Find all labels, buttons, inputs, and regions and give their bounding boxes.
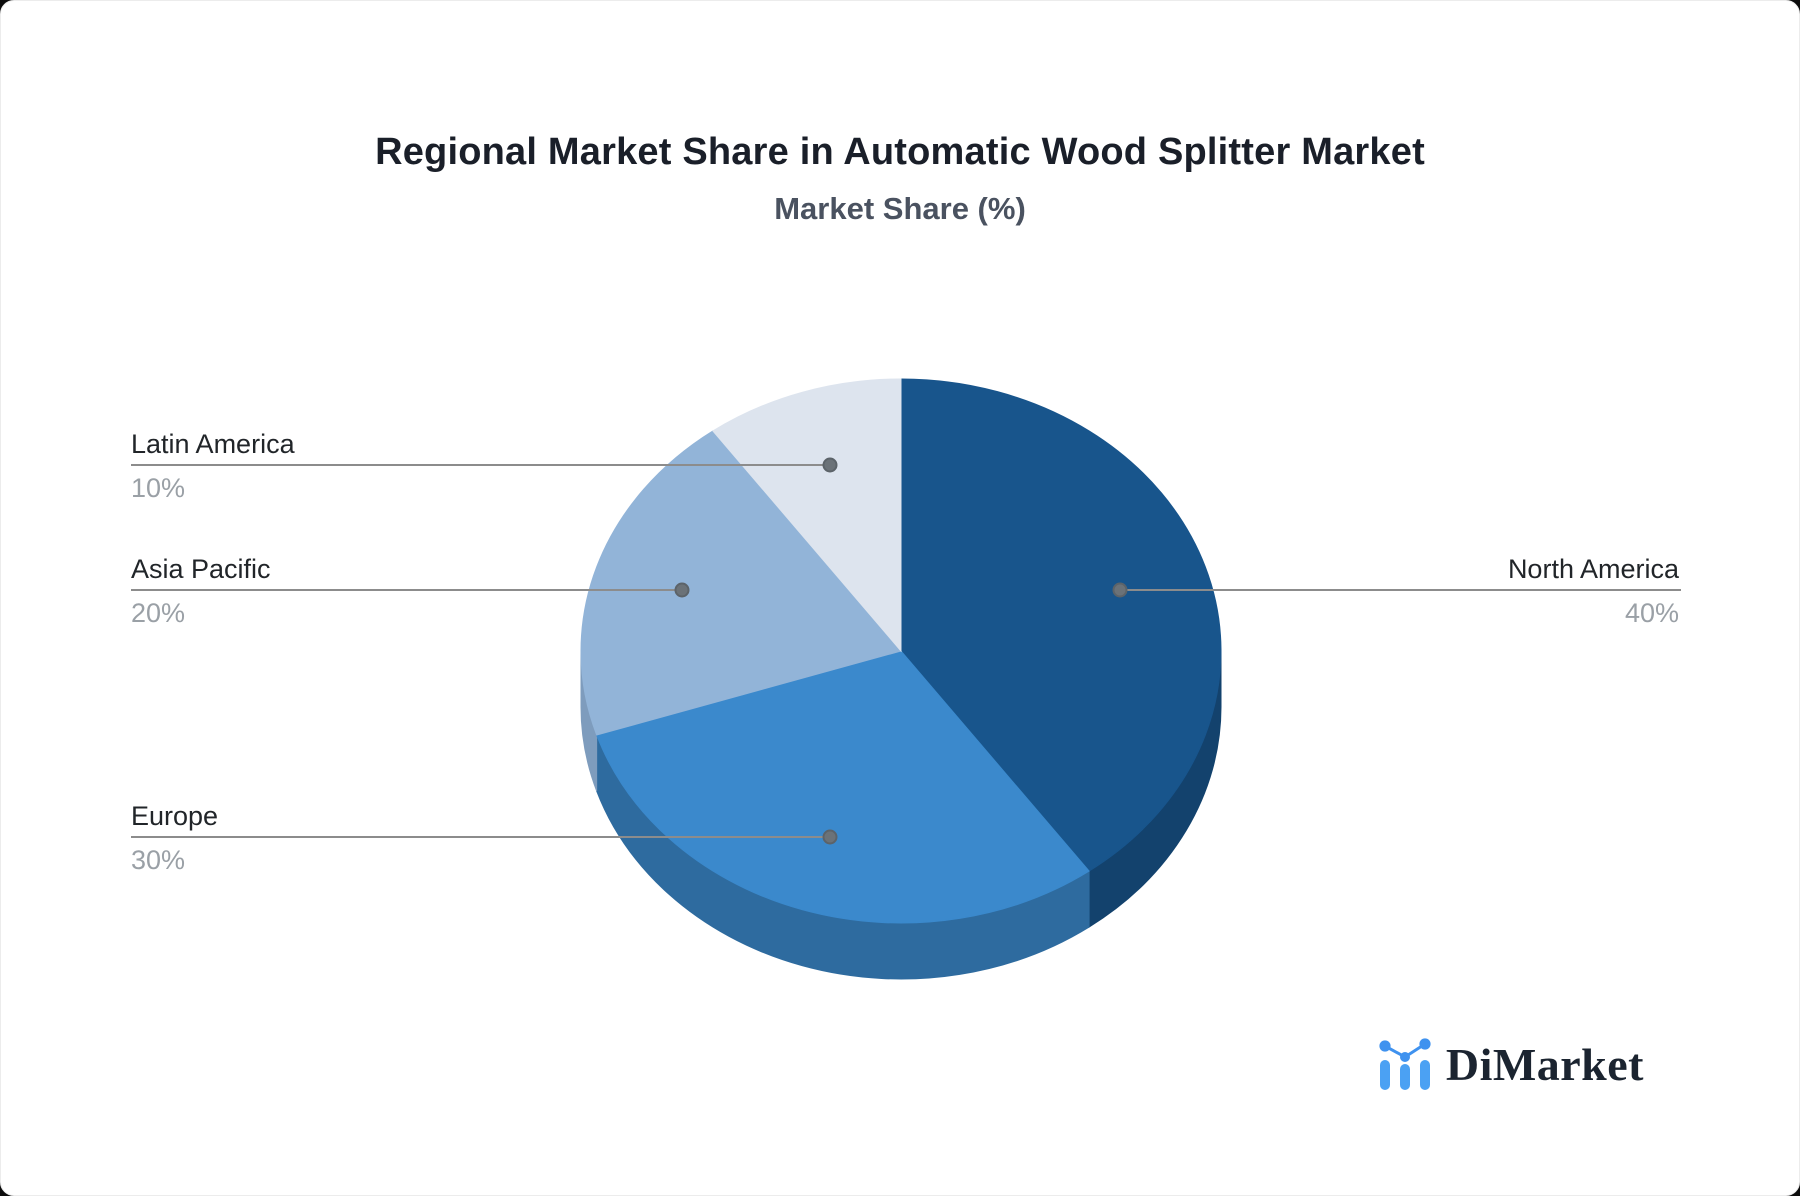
leader-dot	[1112, 582, 1128, 598]
leader-dot	[822, 457, 838, 473]
pie-slice-north-america[interactable]	[900, 378, 1222, 872]
brand-logo: DiMarket	[1378, 1037, 1644, 1093]
slice-label-value: 30%	[131, 845, 186, 875]
label-asia-pacific: Asia Pacific 20%	[131, 553, 691, 629]
slice-label-value: 10%	[131, 473, 186, 503]
slice-label-name: North America	[1507, 554, 1679, 584]
leader-dot	[822, 829, 838, 845]
slice-label-value: 20%	[131, 598, 186, 628]
pie-slice-asia-pacific[interactable]	[580, 430, 902, 736]
pie-slice-latin-america[interactable]	[712, 378, 902, 653]
chart-subtitle: Market Share (%)	[774, 191, 1026, 226]
slice-label-name: Latin America	[131, 429, 295, 459]
slice-label-value: 40%	[1624, 598, 1679, 628]
label-europe: Europe 30%	[131, 800, 691, 876]
chart-title: Regional Market Share in Automatic Wood …	[375, 131, 1425, 173]
slice-label-name: Asia Pacific	[131, 554, 271, 584]
label-latin-america: Latin America 10%	[131, 428, 691, 504]
bar-chart-logo-icon	[1379, 1038, 1431, 1090]
slice-label-name: Europe	[131, 801, 219, 831]
leader-dot	[674, 582, 690, 598]
pie-slice-europe[interactable]	[595, 650, 1090, 924]
brand-name: DiMarket	[1445, 1039, 1644, 1090]
label-north-america: North America 40%	[1119, 553, 1679, 629]
